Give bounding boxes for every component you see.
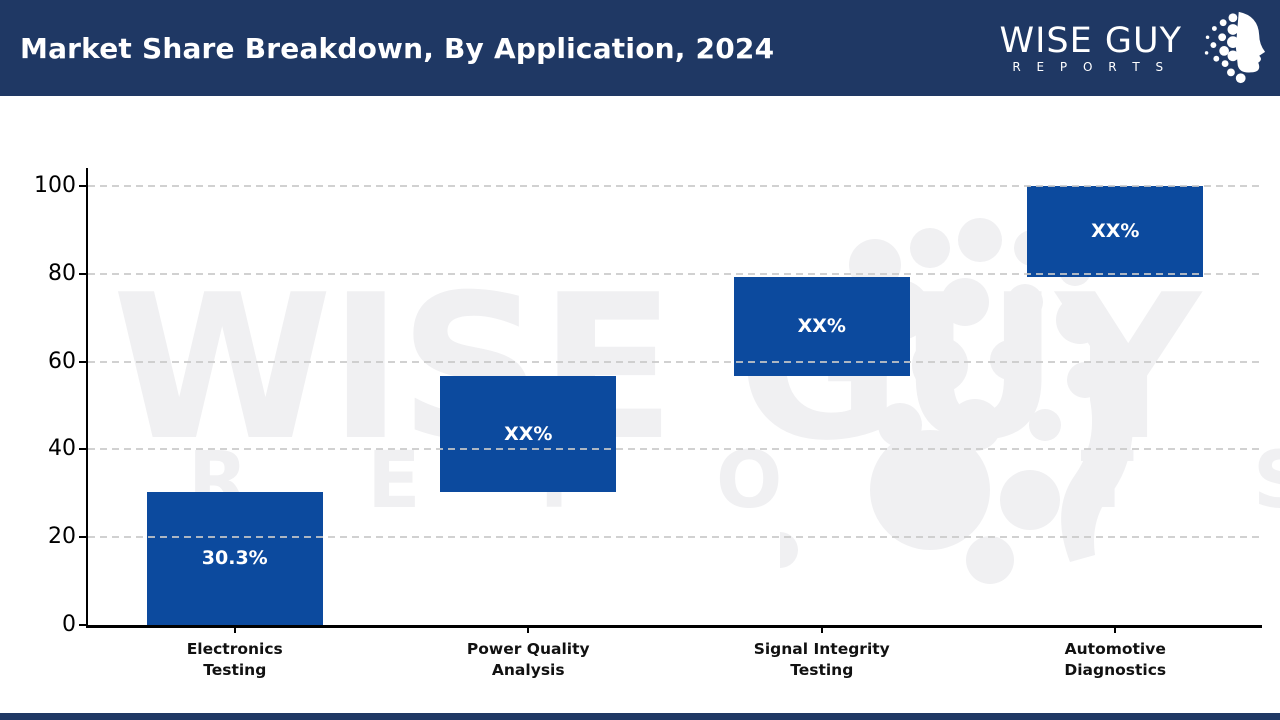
y-axis-spine [86, 168, 88, 628]
y-axis-tickmark [79, 360, 88, 363]
x-axis-category-line: Testing [790, 661, 854, 679]
y-axis-tick-label: 100 [34, 173, 76, 198]
x-axis-tickmark [1114, 625, 1117, 633]
chart-title: Market Share Breakdown, By Application, … [20, 31, 775, 65]
gridline [88, 185, 1262, 187]
brand-subname: R E P O R T S [1012, 59, 1170, 74]
gridline [88, 272, 1262, 275]
bar-segment [1027, 186, 1204, 277]
bar-value-label: XX% [1091, 220, 1140, 243]
y-axis-tickmark [79, 185, 88, 187]
x-axis-category-label: Automotive Diagnostics [995, 639, 1235, 681]
x-axis-tickmark [820, 625, 823, 633]
x-axis-category-line: Testing [203, 661, 267, 679]
x-axis-tickmark [527, 625, 530, 633]
x-axis-category-line: Power Quality [466, 640, 590, 658]
brand-logo-text: WISE GUY R E P O R T S [999, 23, 1182, 74]
x-axis-category-label: Power Quality Analysis [408, 639, 648, 681]
bar-segment [440, 376, 617, 492]
y-axis-tick-label: 40 [48, 436, 76, 462]
y-axis-tickmark [79, 272, 88, 275]
x-axis-category-label: Signal Integrity Testing [702, 639, 942, 681]
header-band: Market Share Breakdown, By Application, … [0, 0, 1280, 96]
gridline [88, 448, 1262, 451]
brand-logo: WISE GUY R E P O R T S [999, 8, 1268, 88]
y-axis-tick-label: 60 [48, 348, 76, 374]
x-axis-spine [86, 625, 1262, 628]
x-axis-category-line: Automotive [1064, 640, 1166, 658]
y-axis-tickmark [79, 448, 88, 451]
bar-segment [146, 491, 323, 625]
brand-face-icon [1204, 11, 1266, 84]
bar-value-label: XX% [504, 423, 553, 446]
x-axis-category-line: Signal Integrity [753, 640, 890, 658]
x-axis-category-line: Diagnostics [1064, 661, 1167, 679]
bar-segment [733, 276, 910, 377]
x-axis-category-line: Electronics [186, 640, 283, 658]
y-axis-tick-label: 20 [48, 524, 76, 550]
y-axis-tick-label: 80 [48, 260, 76, 286]
x-axis-category-label: Electronics Testing [115, 639, 355, 681]
brand-name: WISE GUY [999, 20, 1182, 61]
bar-value-label: 30.3% [201, 547, 268, 570]
gridline [88, 536, 1262, 539]
gridline [88, 360, 1262, 363]
y-axis-tick-label: 0 [62, 612, 76, 637]
footer-band [0, 713, 1280, 720]
bar-value-label: XX% [797, 315, 846, 338]
x-axis-tickmark [233, 625, 236, 633]
y-axis-tickmark [79, 624, 88, 626]
x-axis-category-line: Analysis [491, 661, 565, 679]
y-axis-tickmark [79, 536, 88, 539]
